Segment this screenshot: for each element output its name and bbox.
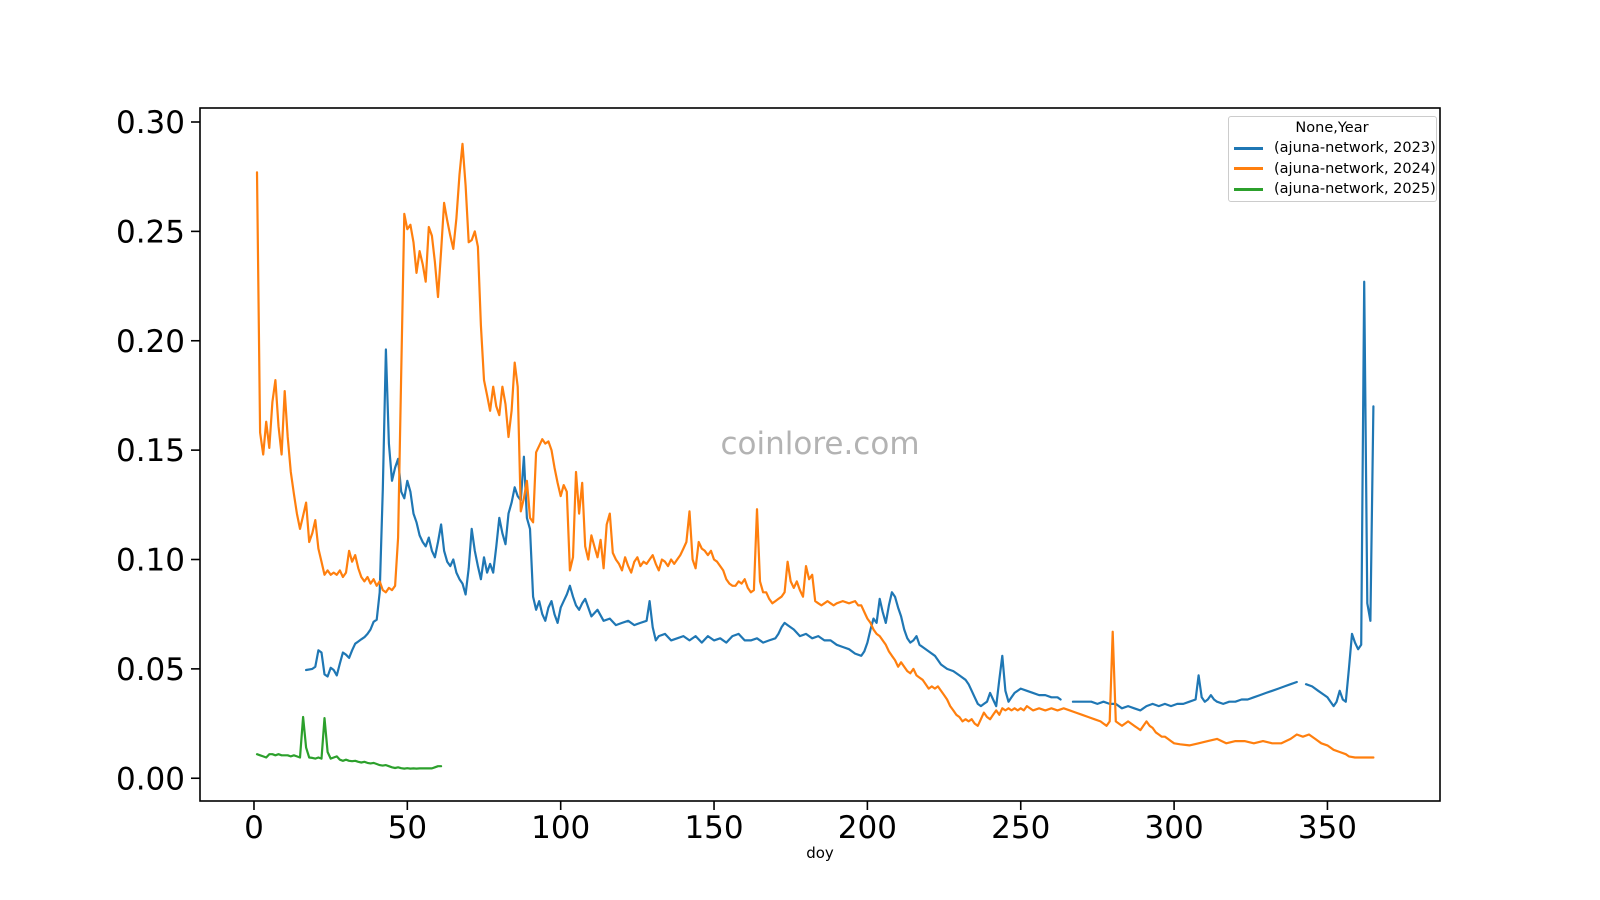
y-tick-label: 0.10 <box>116 543 185 579</box>
legend-label-2024: (ajuna-network, 2024) <box>1274 160 1436 177</box>
x-tick-label: 0 <box>244 810 264 846</box>
series-line-2023 <box>305 280 1375 712</box>
x-tick-label: 100 <box>531 810 590 846</box>
x-tick-label: 250 <box>991 810 1050 846</box>
legend-line-swatch-2025 <box>1234 187 1263 191</box>
x-axis-title: doy <box>806 844 834 862</box>
legend-entry-2025: (ajuna-network, 2025) <box>1234 179 1436 200</box>
series-line-2024 <box>255 142 1375 759</box>
legend-line-swatch-2024 <box>1234 167 1263 171</box>
legend-label-2023: (ajuna-network, 2023) <box>1274 140 1436 157</box>
series-line-2025 <box>255 715 443 770</box>
watermark: coinlore.com <box>720 426 920 462</box>
x-tick-label: 150 <box>684 810 743 846</box>
y-tick-label: 0.05 <box>116 652 185 688</box>
y-tick-label: 0.25 <box>116 214 185 250</box>
legend-entry-2023: (ajuna-network, 2023) <box>1234 138 1436 159</box>
legend-line-swatch-2023 <box>1234 146 1263 150</box>
x-tick-label: 300 <box>1145 810 1204 846</box>
legend-label-2025: (ajuna-network, 2025) <box>1274 181 1436 198</box>
y-tick-label: 0.15 <box>116 433 185 469</box>
legend-entry-2024: (ajuna-network, 2024) <box>1234 159 1436 180</box>
x-tick-label: 350 <box>1298 810 1357 846</box>
x-tick-label: 200 <box>838 810 897 846</box>
legend-title: None,Year <box>1295 120 1369 136</box>
plot-border <box>199 107 1441 802</box>
x-tick-label: 50 <box>388 810 427 846</box>
y-tick-label: 0.00 <box>116 761 185 797</box>
legend-box: None,Year (ajuna-network, 2023) (ajuna-n… <box>1228 116 1437 202</box>
y-tick-label: 0.20 <box>116 324 185 360</box>
y-tick-label: 0.30 <box>116 105 185 141</box>
